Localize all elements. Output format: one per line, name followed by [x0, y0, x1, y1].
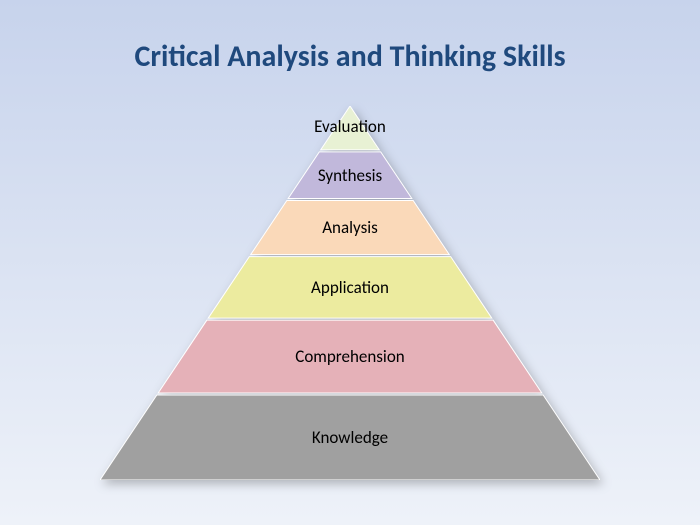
pyramid-label-application: Application: [100, 277, 600, 298]
pyramid-diagram: Evaluation Synthesis Analysis Application Co…: [100, 106, 600, 480]
slide: Critical Analysis and Thinking Skills Ev…: [0, 0, 700, 525]
pyramid-label-knowledge: Knowledge: [100, 427, 600, 448]
pyramid-label-evaluation: Evaluation: [100, 116, 600, 137]
slide-title: Critical Analysis and Thinking Skills: [0, 38, 700, 75]
pyramid-label-analysis: Analysis: [100, 217, 600, 238]
pyramid-label-synthesis: Synthesis: [100, 165, 600, 186]
pyramid-label-comprehension: Comprehension: [100, 346, 600, 367]
